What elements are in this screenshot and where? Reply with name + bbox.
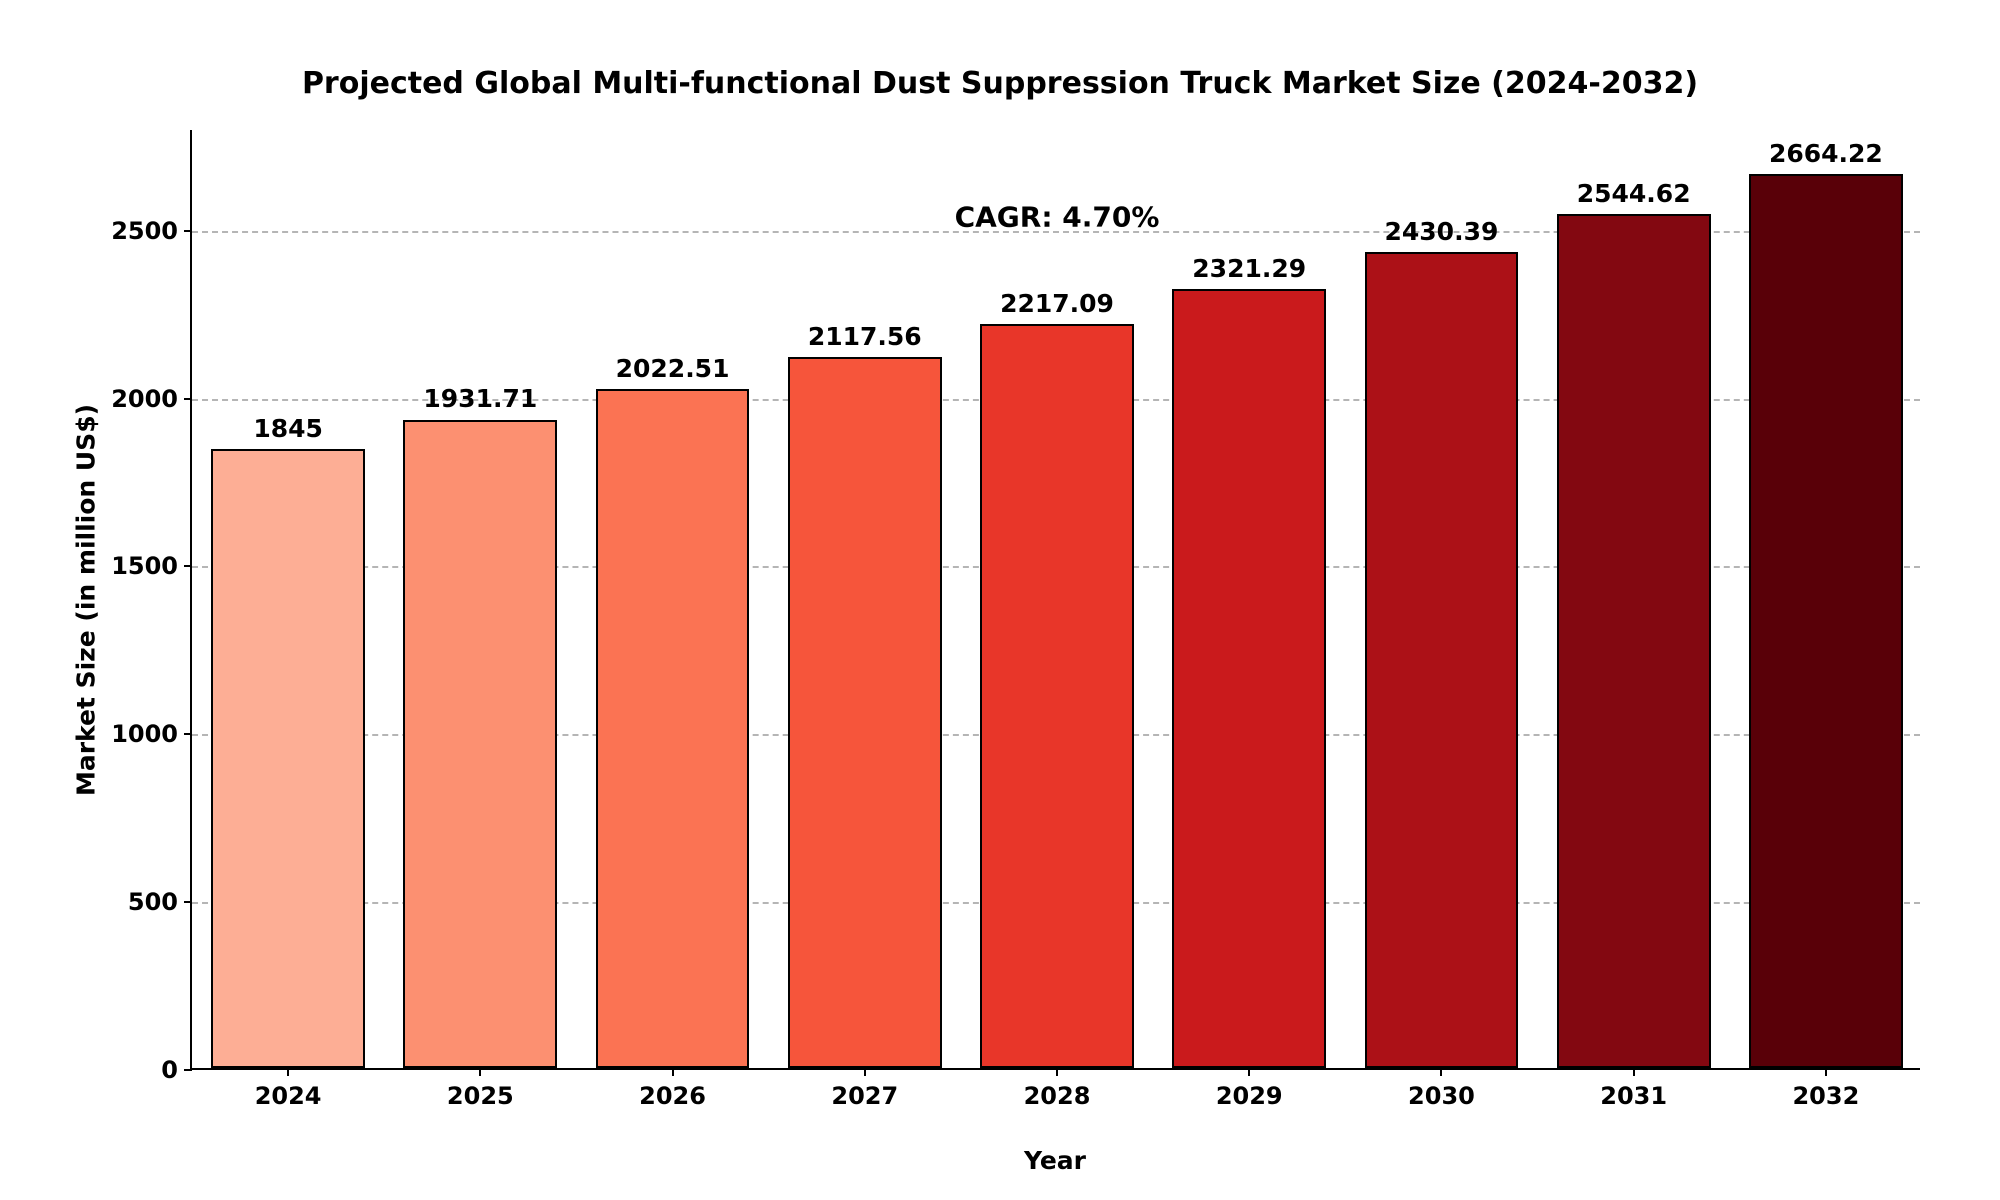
chart-container: Projected Global Multi-functional Dust S… xyxy=(0,0,2000,1200)
x-tick-label: 2031 xyxy=(1600,1068,1667,1110)
bar-value-label: 1931.71 xyxy=(423,384,537,413)
y-tick-label: 0 xyxy=(161,1056,192,1084)
bar-value-label: 1845 xyxy=(253,414,323,443)
bar-value-label: 2430.39 xyxy=(1385,217,1499,246)
x-tick-label: 2030 xyxy=(1408,1068,1475,1110)
bar-value-label: 2022.51 xyxy=(616,354,730,383)
cagr-annotation: CAGR: 4.70% xyxy=(955,201,1160,234)
y-tick-label: 2000 xyxy=(111,385,192,413)
x-tick-label: 2024 xyxy=(255,1068,322,1110)
x-tick-label: 2032 xyxy=(1792,1068,1859,1110)
bar xyxy=(980,324,1134,1068)
bar xyxy=(403,420,557,1069)
bar xyxy=(788,357,942,1068)
plot-area: 05001000150020002500184520241931.7120252… xyxy=(190,130,1920,1070)
chart-title: Projected Global Multi-functional Dust S… xyxy=(0,66,2000,101)
y-tick-label: 500 xyxy=(128,888,192,916)
y-tick-label: 1000 xyxy=(111,720,192,748)
bar xyxy=(1172,289,1326,1068)
bar xyxy=(211,449,365,1068)
y-tick-label: 2500 xyxy=(111,217,192,245)
bar xyxy=(596,389,750,1068)
x-tick-label: 2026 xyxy=(639,1068,706,1110)
bar-value-label: 2217.09 xyxy=(1000,289,1114,318)
bar-value-label: 2321.29 xyxy=(1192,254,1306,283)
bar xyxy=(1365,252,1519,1068)
x-tick-label: 2028 xyxy=(1024,1068,1091,1110)
y-tick-label: 1500 xyxy=(111,552,192,580)
x-tick-label: 2027 xyxy=(831,1068,898,1110)
x-tick-label: 2029 xyxy=(1216,1068,1283,1110)
bar-value-label: 2664.22 xyxy=(1769,139,1883,168)
bar xyxy=(1749,174,1903,1068)
x-axis-label: Year xyxy=(1024,1146,1086,1175)
bar-value-label: 2117.56 xyxy=(808,322,922,351)
x-tick-label: 2025 xyxy=(447,1068,514,1110)
bar xyxy=(1557,214,1711,1068)
bar-value-label: 2544.62 xyxy=(1577,179,1691,208)
y-axis-label: Market Size (in million US$) xyxy=(72,404,101,796)
